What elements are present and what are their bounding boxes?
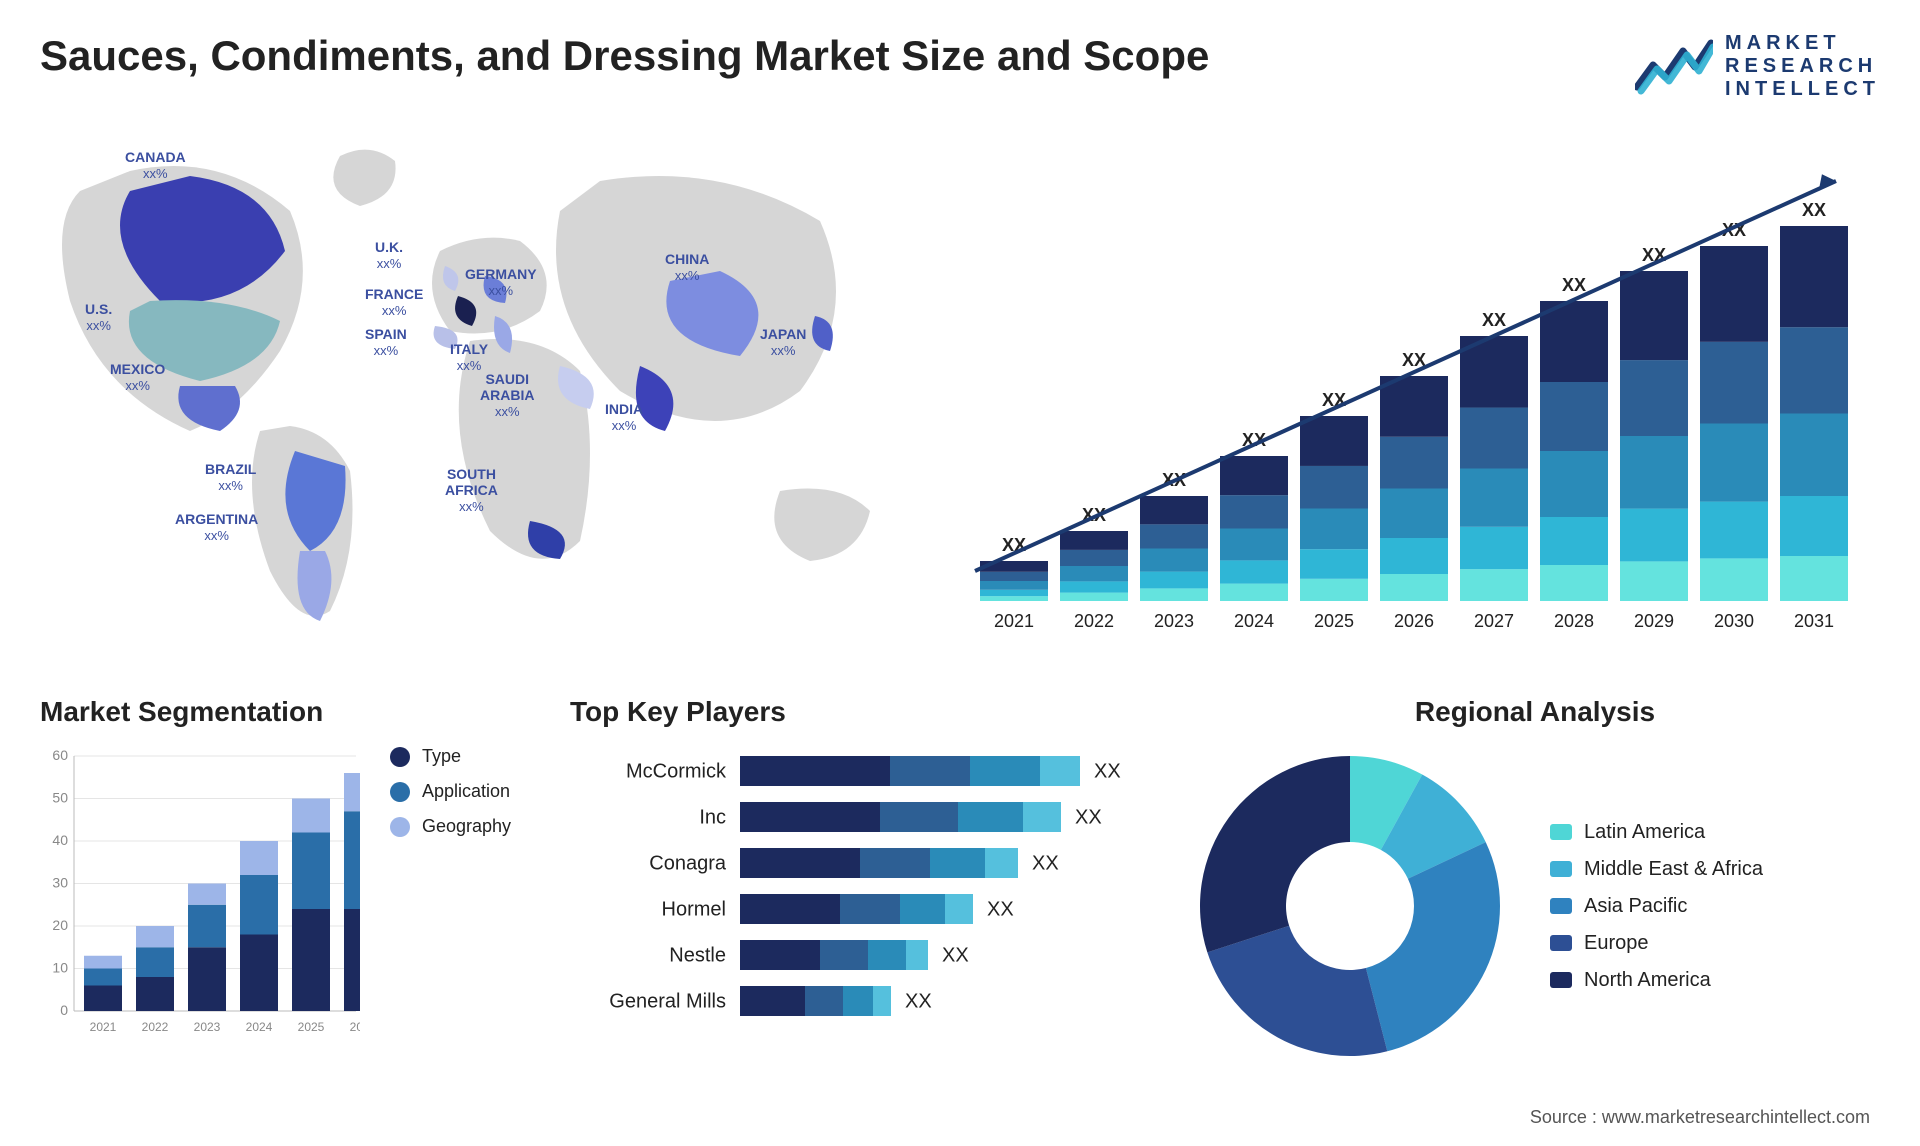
map-label: SAUDIARABIAxx% <box>480 371 534 420</box>
players-chart: McCormick XX Inc XX Conagra XX Hormel XX Nestle X… <box>570 746 1160 1046</box>
svg-text:XX: XX <box>1562 275 1586 295</box>
legend-item: North America <box>1550 969 1763 992</box>
bottom-row: Market Segmentation 0 10 20 30 40 50 60 2021 202… <box>40 696 1880 1066</box>
svg-text:2023: 2023 <box>1154 611 1194 631</box>
svg-text:2025: 2025 <box>298 1020 325 1034</box>
svg-text:2024: 2024 <box>246 1020 273 1034</box>
legend-item: Asia Pacific <box>1550 895 1763 918</box>
legend-item: Geography <box>390 816 511 837</box>
map-label: CANADAxx% <box>125 149 186 182</box>
map-label: ITALYxx% <box>450 341 488 374</box>
legend-label: Asia Pacific <box>1584 895 1687 918</box>
segmentation-body: 0 10 20 30 40 50 60 2021 2022 2023 2024 2025 2026 Ty… <box>40 746 540 1046</box>
regional-panel: Regional Analysis Latin America Middle Ea… <box>1190 696 1880 1066</box>
map-label: GERMANYxx% <box>465 266 537 299</box>
svg-text:0: 0 <box>60 1002 68 1018</box>
svg-text:XX: XX <box>987 899 1014 921</box>
legend-label: Application <box>422 781 510 802</box>
legend-item: Europe <box>1550 932 1763 955</box>
segmentation-title: Market Segmentation <box>40 696 540 728</box>
svg-text:McCormick: McCormick <box>626 761 727 783</box>
header: Sauces, Condiments, and Dressing Market … <box>40 32 1880 101</box>
legend-label: Europe <box>1584 932 1649 955</box>
map-label: JAPANxx% <box>760 326 806 359</box>
svg-text:10: 10 <box>52 960 68 976</box>
svg-text:2026: 2026 <box>350 1020 360 1034</box>
players-panel: Top Key Players McCormick XX Inc XX Conagra X… <box>570 696 1160 1066</box>
svg-text:2029: 2029 <box>1634 611 1674 631</box>
page-title: Sauces, Condiments, and Dressing Market … <box>40 32 1209 80</box>
regional-body: Latin America Middle East & Africa Asia Pa… <box>1190 746 1880 1066</box>
svg-text:2021: 2021 <box>90 1020 117 1034</box>
map-label: CHINAxx% <box>665 251 709 284</box>
segmentation-panel: Market Segmentation 0 10 20 30 40 50 60 2021 202… <box>40 696 540 1066</box>
page: Sauces, Condiments, and Dressing Market … <box>0 0 1920 1146</box>
svg-text:2023: 2023 <box>194 1020 221 1034</box>
svg-text:20: 20 <box>52 917 68 933</box>
svg-text:Nestle: Nestle <box>669 945 726 967</box>
svg-text:2024: 2024 <box>1234 611 1274 631</box>
regional-donut <box>1190 746 1510 1066</box>
legend-label: Middle East & Africa <box>1584 858 1763 881</box>
svg-text:XX: XX <box>1482 310 1506 330</box>
map-label: MEXICOxx% <box>110 361 165 394</box>
segmentation-chart: 0 10 20 30 40 50 60 2021 2022 2023 2024 2025 2026 <box>40 746 360 1046</box>
svg-text:30: 30 <box>52 875 68 891</box>
svg-text:XX: XX <box>1094 761 1121 783</box>
map-label: U.K.xx% <box>375 239 403 272</box>
logo-text: MARKET RESEARCH INTELLECT <box>1725 32 1880 101</box>
legend-label: Geography <box>422 816 511 837</box>
svg-text:2022: 2022 <box>142 1020 169 1034</box>
top-row: CANADAxx% U.S.xx% MEXICOxx% BRAZILxx% ARGENT… <box>40 131 1880 656</box>
legend-item: Type <box>390 746 511 767</box>
logo: MARKET RESEARCH INTELLECT <box>1635 32 1880 101</box>
svg-text:XX: XX <box>1032 853 1059 875</box>
svg-text:60: 60 <box>52 747 68 763</box>
map-label: U.S.xx% <box>85 301 112 334</box>
svg-text:XX: XX <box>1075 807 1102 829</box>
map-label: INDIAxx% <box>605 401 643 434</box>
regional-title: Regional Analysis <box>1190 696 1880 728</box>
legend-label: Type <box>422 746 461 767</box>
svg-text:2030: 2030 <box>1714 611 1754 631</box>
svg-text:2021: 2021 <box>994 611 1034 631</box>
logo-line1: MARKET <box>1725 32 1880 55</box>
logo-line2: RESEARCH <box>1725 55 1880 78</box>
legend-label: Latin America <box>1584 821 1705 844</box>
svg-text:50: 50 <box>52 790 68 806</box>
svg-text:2031: 2031 <box>1794 611 1834 631</box>
legend-label: North America <box>1584 969 1711 992</box>
map-label: ARGENTINAxx% <box>175 511 258 544</box>
logo-icon <box>1635 37 1713 97</box>
svg-text:Conagra: Conagra <box>649 853 727 875</box>
map-label: SPAINxx% <box>365 326 407 359</box>
map-label: SOUTHAFRICAxx% <box>445 466 498 515</box>
forecast-bar-chart: XX2021XX2022XX2023XX2024XX2025XX2026XX20… <box>960 131 1880 656</box>
svg-text:2027: 2027 <box>1474 611 1514 631</box>
legend-item: Middle East & Africa <box>1550 858 1763 881</box>
legend-item: Latin America <box>1550 821 1763 844</box>
segmentation-legend: Type Application Geography <box>390 746 511 1046</box>
svg-text:XX: XX <box>905 991 932 1013</box>
map-label: BRAZILxx% <box>205 461 256 494</box>
svg-text:2022: 2022 <box>1074 611 1114 631</box>
svg-text:Inc: Inc <box>699 807 726 829</box>
regional-legend: Latin America Middle East & Africa Asia Pa… <box>1550 821 1763 992</box>
svg-text:General Mills: General Mills <box>609 991 726 1013</box>
svg-text:Hormel: Hormel <box>662 899 726 921</box>
players-title: Top Key Players <box>570 696 1160 728</box>
svg-text:2026: 2026 <box>1394 611 1434 631</box>
svg-text:2028: 2028 <box>1554 611 1594 631</box>
svg-text:2025: 2025 <box>1314 611 1354 631</box>
map-label: FRANCExx% <box>365 286 423 319</box>
forecast-bar-svg: XX2021XX2022XX2023XX2024XX2025XX2026XX20… <box>960 131 1880 651</box>
source-footer: Source : www.marketresearchintellect.com <box>1530 1107 1870 1128</box>
svg-text:40: 40 <box>52 832 68 848</box>
logo-line3: INTELLECT <box>1725 78 1880 101</box>
world-map: CANADAxx% U.S.xx% MEXICOxx% BRAZILxx% ARGENT… <box>40 131 920 651</box>
svg-text:XX: XX <box>1802 200 1826 220</box>
legend-item: Application <box>390 781 511 802</box>
svg-text:XX: XX <box>942 945 969 967</box>
